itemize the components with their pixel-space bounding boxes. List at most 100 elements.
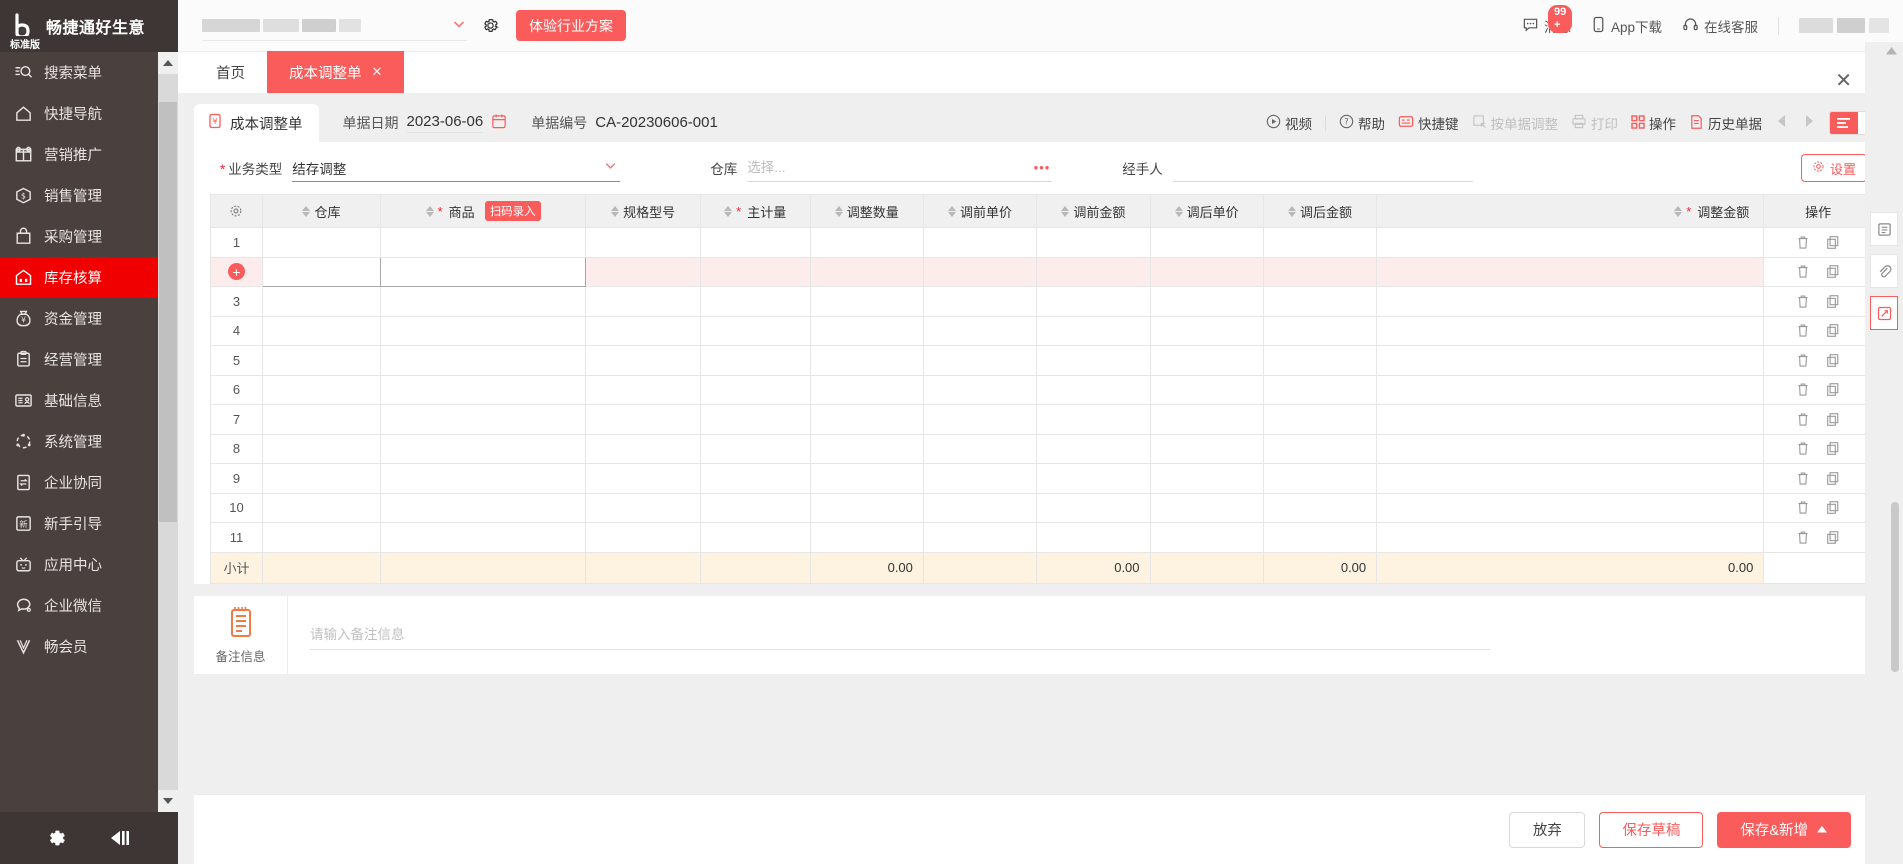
cell-unit[interactable] bbox=[699, 492, 811, 523]
cell-unit[interactable] bbox=[699, 374, 811, 405]
sort-toggle-icon[interactable] bbox=[1174, 205, 1183, 217]
nav-scroll-up-button[interactable] bbox=[158, 52, 178, 74]
cell-op[interactable] bbox=[1763, 522, 1873, 553]
cell-product[interactable] bbox=[379, 522, 587, 553]
table-row[interactable]: 8 bbox=[210, 433, 1873, 464]
cell-pre_amount[interactable] bbox=[1036, 315, 1151, 346]
tab-cost-adjustment[interactable]: 成本调整单 ✕ bbox=[267, 51, 405, 93]
note-panel-icon[interactable] bbox=[1870, 212, 1898, 246]
sort-toggle-icon[interactable] bbox=[948, 205, 957, 217]
cell-unit[interactable] bbox=[699, 404, 811, 435]
cell-unit[interactable] bbox=[699, 522, 811, 553]
cell-post_price[interactable] bbox=[1149, 286, 1264, 317]
cell-product[interactable] bbox=[379, 433, 587, 464]
cell-pre_price[interactable] bbox=[922, 374, 1038, 405]
user-info-redacted[interactable] bbox=[1799, 18, 1889, 33]
cell-pre_amount[interactable] bbox=[1036, 433, 1151, 464]
copy-icon[interactable] bbox=[1826, 382, 1840, 397]
cell-adj_amount[interactable] bbox=[1376, 286, 1765, 317]
cell-adj_amount[interactable] bbox=[1376, 227, 1765, 258]
scroll-top-icon[interactable] bbox=[1885, 44, 1898, 59]
tab-home[interactable]: 首页 bbox=[194, 51, 267, 93]
cell-post_amount[interactable] bbox=[1262, 433, 1378, 464]
business-type-input[interactable] bbox=[292, 154, 621, 181]
warehouse-input[interactable] bbox=[747, 154, 1053, 181]
cell-spec[interactable] bbox=[585, 463, 701, 494]
cell-post_price[interactable] bbox=[1149, 256, 1264, 287]
copy-icon[interactable] bbox=[1826, 323, 1840, 338]
cell-post_amount[interactable] bbox=[1262, 345, 1378, 376]
cell-adj_amount[interactable] bbox=[1376, 522, 1765, 553]
caret-up-icon[interactable] bbox=[1816, 822, 1828, 838]
cell-post_amount[interactable] bbox=[1262, 256, 1378, 287]
table-header-unit[interactable]: * 主计量 bbox=[699, 194, 811, 228]
org-select[interactable] bbox=[202, 11, 467, 41]
sidebar-item-7[interactable]: 经营管理 bbox=[0, 339, 178, 380]
topbar-link-messages[interactable]: 消息 99 + bbox=[1522, 4, 1573, 36]
tool-help[interactable]: ? 帮助 bbox=[1339, 113, 1385, 133]
topbar-link-app-download[interactable]: App下载 bbox=[1591, 16, 1662, 36]
cell-pre_amount[interactable] bbox=[1036, 286, 1151, 317]
operator-input-wrapper[interactable] bbox=[1172, 154, 1473, 182]
cell-op[interactable] bbox=[1763, 227, 1873, 258]
business-type-input-wrapper[interactable] bbox=[292, 154, 621, 182]
cell-post_amount[interactable] bbox=[1262, 404, 1378, 435]
cell-post_amount[interactable] bbox=[1262, 522, 1378, 553]
copy-icon[interactable] bbox=[1826, 264, 1840, 279]
fullscreen-icon[interactable] bbox=[1870, 296, 1898, 330]
cell-adj_amount[interactable] bbox=[1376, 433, 1765, 464]
trash-icon[interactable] bbox=[1796, 353, 1810, 368]
cell-op[interactable] bbox=[1763, 433, 1873, 464]
cell-spec[interactable] bbox=[585, 256, 701, 287]
warehouse-input-wrapper[interactable]: ••• bbox=[747, 154, 1053, 182]
cell-pre_amount[interactable] bbox=[1036, 492, 1151, 523]
cell-product[interactable] bbox=[379, 404, 587, 435]
table-header-post_price[interactable]: 调后单价 bbox=[1149, 194, 1264, 228]
cell-spec[interactable] bbox=[585, 315, 701, 346]
sidebar-item-8[interactable]: 基础信息 bbox=[0, 380, 178, 421]
table-row[interactable]: 6 bbox=[210, 374, 1873, 405]
cell-op[interactable] bbox=[1763, 374, 1873, 405]
cell-adj_qty[interactable] bbox=[809, 315, 924, 346]
list-view-icon[interactable] bbox=[1830, 112, 1858, 134]
cell-op[interactable] bbox=[1763, 286, 1873, 317]
nav-scrollbar-thumb[interactable] bbox=[159, 102, 177, 522]
cell-unit[interactable] bbox=[699, 463, 811, 494]
cell-adj_qty[interactable] bbox=[809, 374, 924, 405]
copy-icon[interactable] bbox=[1826, 235, 1840, 250]
cell-adj_amount[interactable] bbox=[1376, 374, 1765, 405]
cell-pre_price[interactable] bbox=[922, 492, 1038, 523]
cell-unit[interactable] bbox=[699, 315, 811, 346]
cell-unit[interactable] bbox=[699, 256, 811, 287]
sort-toggle-icon[interactable] bbox=[724, 205, 733, 217]
table-header-pre_price[interactable]: 调前单价 bbox=[922, 194, 1038, 228]
close-icon[interactable]: ✕ bbox=[1835, 70, 1852, 92]
trash-icon[interactable] bbox=[1796, 264, 1810, 279]
table-header-spec[interactable]: 规格型号 bbox=[585, 194, 701, 228]
tool-history-documents[interactable]: 历史单据 bbox=[1689, 113, 1762, 133]
table-header-post_amount[interactable]: 调后金额 bbox=[1262, 194, 1378, 228]
sidebar-item-9[interactable]: 系统管理 bbox=[0, 421, 178, 462]
cell-unit[interactable] bbox=[699, 286, 811, 317]
cell-pre_amount[interactable] bbox=[1036, 374, 1151, 405]
sidebar-item-10[interactable]: 企业协同 bbox=[0, 462, 178, 503]
cell-adj_qty[interactable] bbox=[809, 433, 924, 464]
sidebar-item-0[interactable]: 搜索菜单 bbox=[0, 52, 178, 93]
trash-icon[interactable] bbox=[1796, 530, 1810, 545]
arrow-right-icon[interactable] bbox=[1802, 113, 1816, 133]
cell-post_amount[interactable] bbox=[1262, 463, 1378, 494]
cell-adj_amount[interactable] bbox=[1376, 256, 1765, 287]
cell-pre_amount[interactable] bbox=[1036, 256, 1151, 287]
cell-warehouse[interactable] bbox=[261, 404, 381, 435]
cell-post_amount[interactable] bbox=[1262, 492, 1378, 523]
cell-pre_price[interactable] bbox=[922, 345, 1038, 376]
cell-post_price[interactable] bbox=[1149, 345, 1264, 376]
cell-post_price[interactable] bbox=[1149, 492, 1264, 523]
cell-post_amount[interactable] bbox=[1262, 286, 1378, 317]
cell-spec[interactable] bbox=[585, 433, 701, 464]
cell-warehouse[interactable] bbox=[261, 345, 381, 376]
table-row[interactable]: + bbox=[210, 256, 1873, 287]
remark-input[interactable] bbox=[310, 619, 1490, 650]
cell-pre_price[interactable] bbox=[922, 433, 1038, 464]
cell-warehouse[interactable] bbox=[261, 374, 381, 405]
